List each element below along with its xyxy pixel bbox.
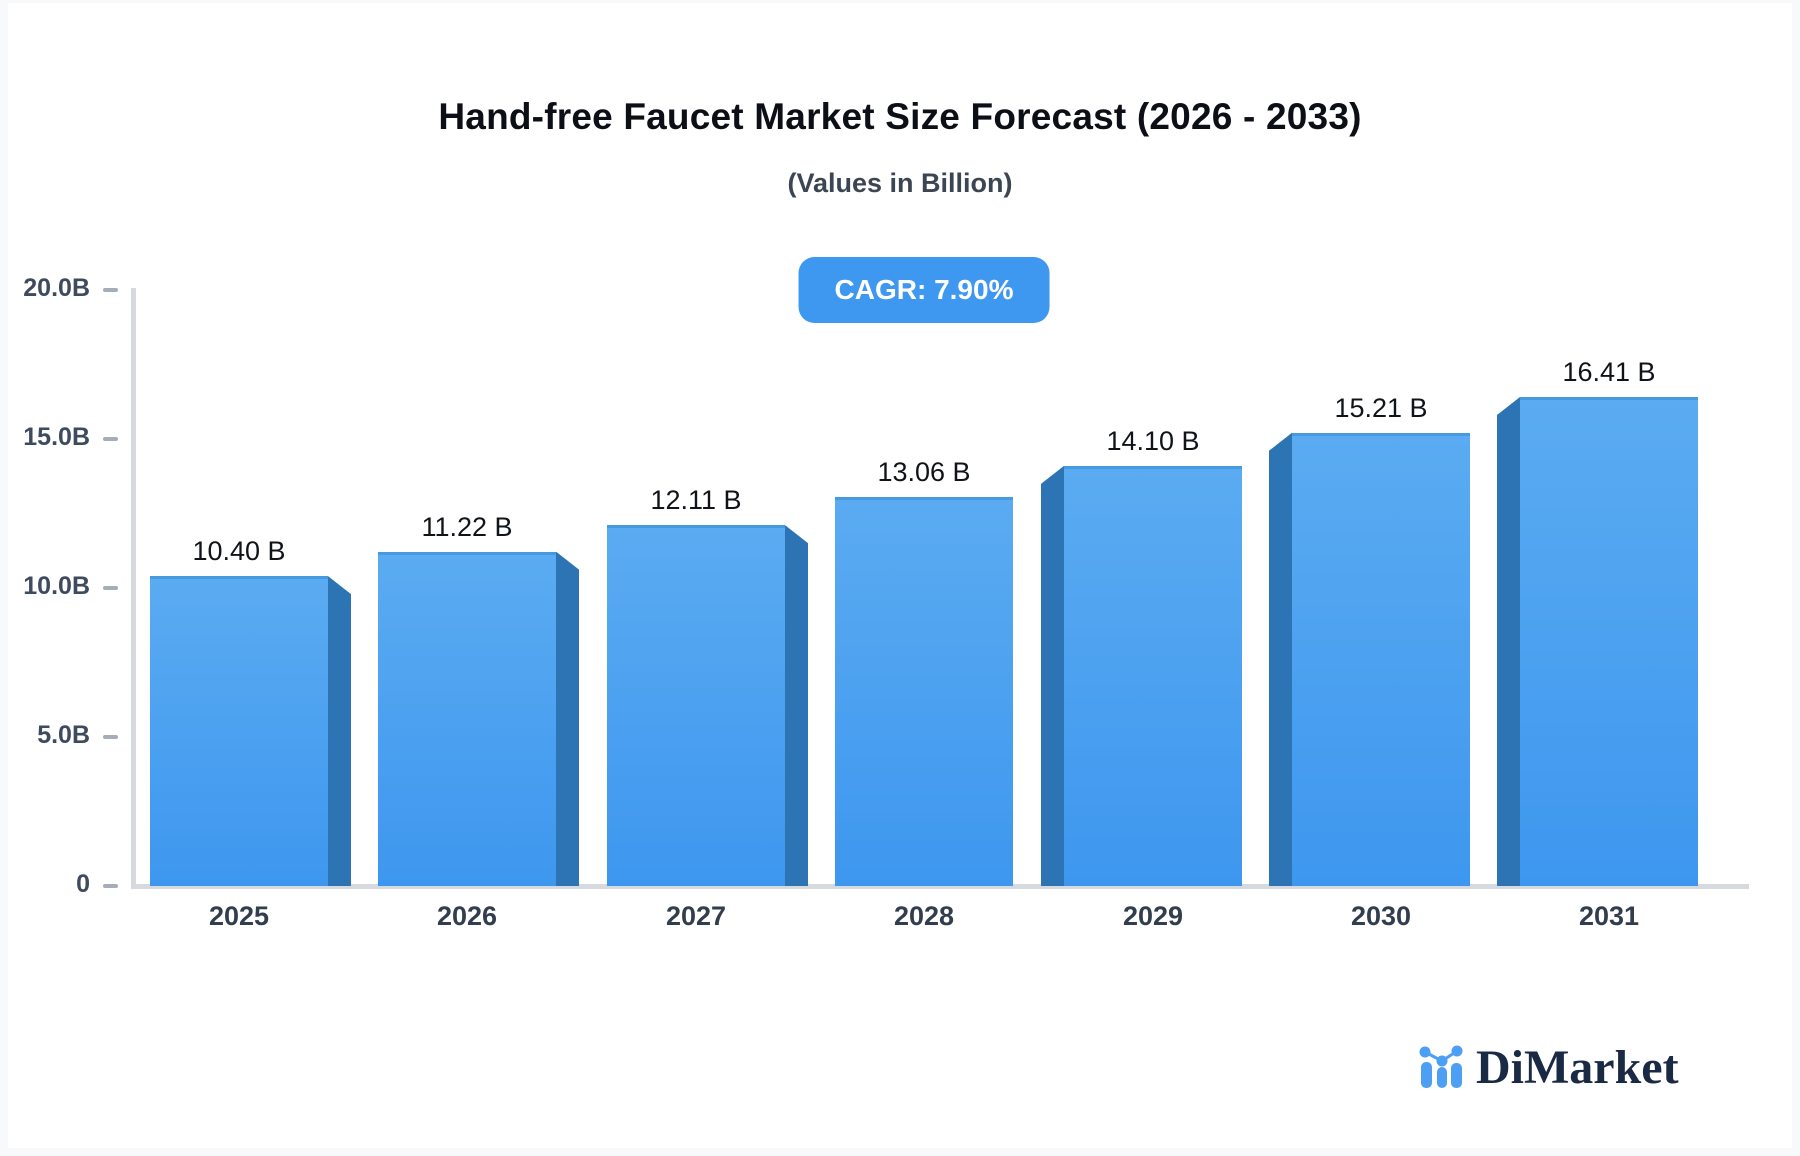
bar-face	[1292, 432, 1470, 886]
bar-value-label: 15.21 B	[1334, 392, 1428, 423]
x-axis-label: 2030	[1350, 901, 1412, 931]
bar-face	[607, 525, 785, 886]
bar-value-label: 12.11 B	[650, 485, 742, 516]
bar-2026	[378, 551, 579, 886]
y-tick-mark	[103, 437, 118, 441]
brand-logo: DiMarket	[1412, 1038, 1679, 1098]
bar-value-label: 14.10 B	[1106, 425, 1200, 456]
y-tick-label: 0	[76, 870, 90, 898]
x-axis-label: 2026	[436, 901, 498, 931]
bar-side-face	[1269, 432, 1292, 886]
y-tick-label: 20.0B	[23, 274, 90, 302]
bar-2027	[607, 525, 808, 886]
y-tick-label: 15.0B	[23, 423, 90, 451]
x-axis-label: 2028	[893, 901, 955, 931]
bar-side-face	[556, 551, 579, 886]
bar-face	[378, 551, 556, 886]
bar-2028	[835, 496, 1013, 886]
y-axis-line	[131, 288, 136, 886]
chart-subtitle: (Values in Billion)	[787, 168, 1013, 198]
y-tick-mark	[103, 288, 118, 292]
brand-name: DiMarket	[1476, 1041, 1679, 1094]
y-tick-label: 5.0B	[37, 721, 90, 749]
bar-2030	[1269, 432, 1470, 886]
bar-value-label: 10.40 B	[192, 536, 286, 567]
x-axis-label: 2031	[1578, 901, 1640, 931]
bar-value-label: 13.06 B	[877, 456, 971, 487]
y-tick-mark	[103, 735, 118, 739]
bar-face	[1064, 465, 1242, 886]
bar-chart-logo-icon	[1419, 1045, 1463, 1088]
bar-face	[1520, 396, 1698, 886]
bar-2025	[150, 576, 351, 886]
y-tick-mark	[103, 884, 118, 888]
y-tick-mark	[103, 586, 118, 590]
bar-side-face	[785, 525, 808, 886]
bar-2031	[1497, 396, 1698, 886]
bar-2029	[1041, 465, 1242, 886]
bar-side-face	[328, 576, 351, 886]
bar-side-face	[1497, 396, 1520, 886]
bar-value-label: 16.41 B	[1562, 356, 1656, 387]
cagr-badge: CAGR: 7.90%	[798, 257, 1050, 323]
bar-face	[835, 496, 1013, 886]
x-axis-label: 2029	[1122, 901, 1184, 931]
x-axis-label: 2027	[665, 901, 727, 931]
bar-face	[150, 576, 328, 886]
bar-side-face	[1041, 465, 1064, 886]
y-tick-label: 10.0B	[23, 572, 90, 600]
x-axis-line	[131, 884, 1749, 889]
bar-value-label: 11.22 B	[421, 511, 513, 542]
chart-title: Hand-free Faucet Market Size Forecast (2…	[438, 96, 1362, 137]
x-axis-label: 2025	[208, 901, 270, 931]
